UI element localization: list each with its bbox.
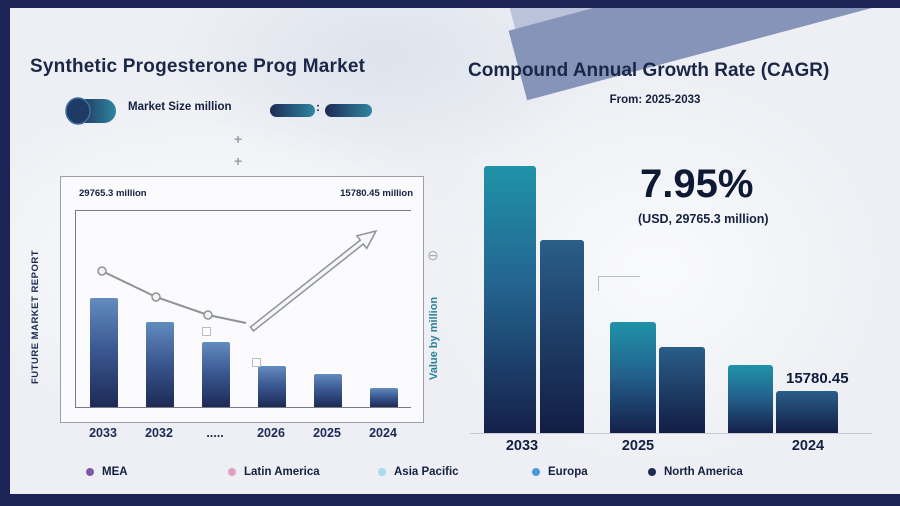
left-xlabel-2025: 2025 bbox=[313, 426, 341, 440]
right-bar-secondary-2024 bbox=[776, 391, 838, 433]
right-chart-subtitle: From: 2025-2033 bbox=[609, 94, 701, 106]
legend-dot-icon bbox=[648, 468, 656, 476]
cagr-note: (USD, 29765.3 million) bbox=[638, 212, 769, 226]
left-chart-title: Synthetic Progesterone Prog Market bbox=[30, 56, 366, 77]
legend-dot-icon bbox=[532, 468, 540, 476]
left-bar-2033 bbox=[90, 298, 118, 407]
right-bar-value-label: 15780.45 bbox=[786, 370, 849, 387]
region-legend: MEA Latin America Asia Pacific Europa North … bbox=[0, 466, 900, 488]
right-xlabel-2024: 2024 bbox=[791, 438, 825, 454]
marker-square bbox=[202, 327, 211, 336]
legend-label: Europa bbox=[548, 466, 588, 478]
frame-left bbox=[0, 0, 10, 506]
legend-dot-icon bbox=[378, 468, 386, 476]
frame-top bbox=[0, 0, 900, 8]
left-xlabel-2033: 2033 bbox=[89, 426, 117, 440]
left-xlabel-2024: 2024 bbox=[369, 426, 397, 440]
plus-decor-icon: + bbox=[234, 153, 243, 169]
right-chart-title: Compound Annual Growth Rate (CAGR) bbox=[468, 60, 830, 81]
left-bar-2025 bbox=[314, 374, 342, 407]
right-bar-primary-2024 bbox=[728, 365, 773, 433]
left-chart-max-value: 29765.3 million bbox=[79, 188, 147, 199]
right-bar-primary-2025 bbox=[610, 322, 656, 433]
legend-item-europa: Europa bbox=[532, 466, 588, 478]
marker-square bbox=[252, 358, 261, 367]
trend-line-arrow bbox=[97, 229, 378, 333]
left-chart-min-value: 15780.45 million bbox=[340, 188, 413, 199]
legend-label: MEA bbox=[102, 466, 128, 478]
decor-pill bbox=[270, 104, 315, 117]
right-xlabel-2033: 2033 bbox=[505, 438, 539, 454]
left-xlabel-2026: 2026 bbox=[257, 426, 285, 440]
left-x-axis: 2033 2032..... 2026 2025 2024 bbox=[75, 426, 411, 446]
decor-pill bbox=[325, 104, 372, 117]
decor-colon: : bbox=[316, 100, 320, 114]
right-bar-secondary-2025 bbox=[659, 347, 705, 433]
left-chart-panel: 29765.3 million 15780.45 million bbox=[60, 176, 424, 423]
plus-decor-icon: + bbox=[234, 131, 243, 147]
legend-item-asia-pacific: Asia Pacific bbox=[378, 466, 459, 478]
cagr-value: 7.95% bbox=[640, 162, 754, 206]
legend-item-north-america: North America bbox=[648, 466, 743, 478]
right-y-axis-label: Value by million bbox=[428, 296, 440, 380]
legend-label: Asia Pacific bbox=[394, 466, 459, 478]
left-xlabel-.....: ..... bbox=[206, 426, 224, 440]
left-bar-2026 bbox=[258, 366, 286, 407]
left-bar-2032 bbox=[146, 322, 174, 407]
market-size-label: Market Size million bbox=[128, 101, 232, 113]
left-bar-2024 bbox=[370, 388, 398, 407]
circle-minus-decor-icon: ⊖ bbox=[427, 247, 439, 263]
right-bar-secondary-2033 bbox=[540, 240, 584, 433]
legend-dot-icon bbox=[86, 468, 94, 476]
frame-bottom bbox=[0, 494, 900, 506]
legend-item-mea: MEA bbox=[86, 466, 128, 478]
right-x-axis: 2033 2025 2024 bbox=[470, 438, 872, 460]
legend-dot-icon bbox=[228, 468, 236, 476]
right-bar-primary-2033 bbox=[484, 166, 536, 433]
legend-item-latin-america: Latin America bbox=[228, 466, 320, 478]
left-xlabel-2032: 2032 bbox=[145, 426, 173, 440]
legend-label: North America bbox=[664, 466, 743, 478]
right-xlabel-2025: 2025 bbox=[621, 438, 655, 454]
market-size-icon bbox=[62, 93, 122, 134]
left-chart-side-label: FUTURE MARKET REPORT bbox=[30, 249, 41, 385]
left-bar-..... bbox=[202, 342, 230, 407]
step-bracket-decor bbox=[598, 276, 640, 291]
legend-label: Latin America bbox=[244, 466, 320, 478]
growth-arrow-icon bbox=[249, 229, 378, 333]
right-chart-area bbox=[470, 158, 872, 434]
left-plot-area bbox=[75, 210, 411, 408]
